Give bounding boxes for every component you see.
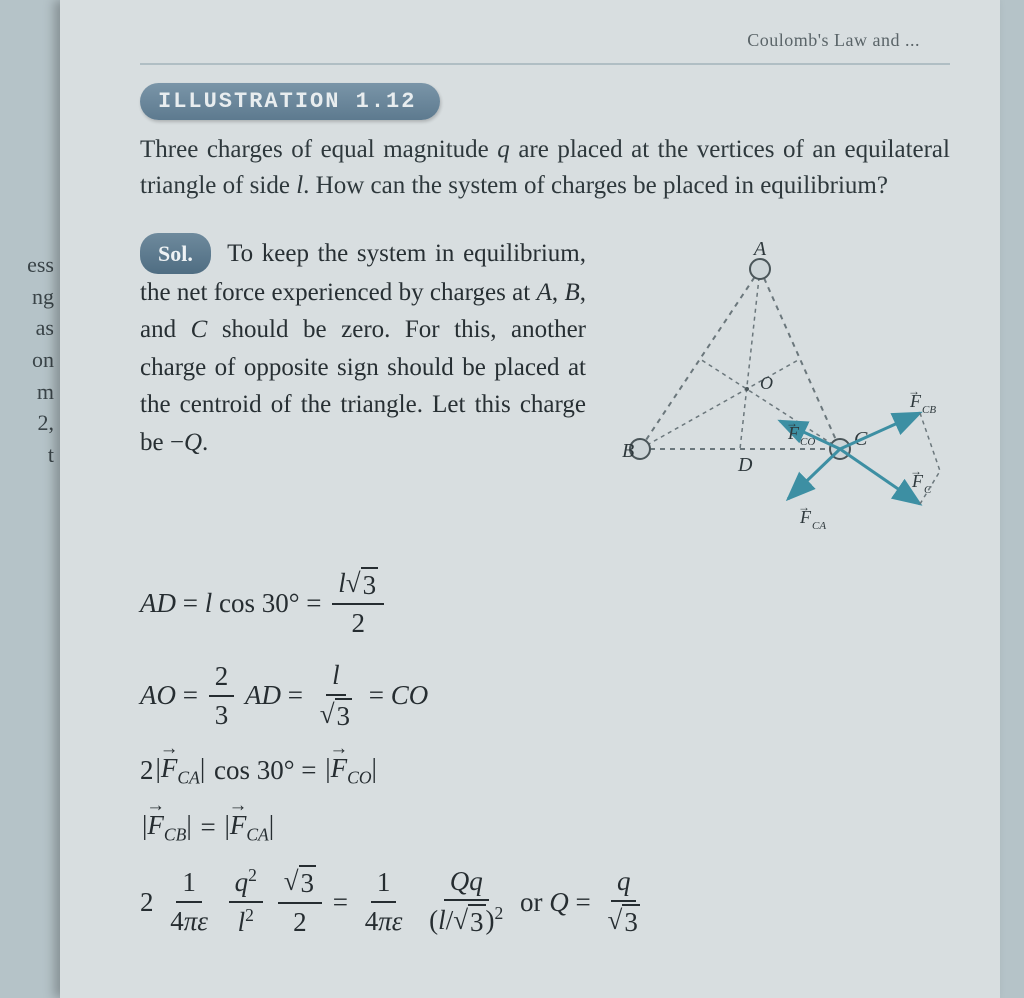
equation-force-equal: FCB = FCA — [140, 809, 950, 845]
solution-row: Sol. To keep the system in equilibrium, … — [140, 233, 950, 539]
problem-statement: Three charges of equal magnitude q are p… — [140, 132, 950, 205]
illustration-badge: ILLUSTRATION 1.12 — [140, 83, 440, 120]
left-margin-cut-text: ess ng as on m 2, t — [8, 250, 54, 472]
margin-line: ess — [8, 250, 54, 280]
svg-text:CO: CO — [800, 436, 815, 448]
equation-final: 2 14πε q2l2 √32 = 14πε Qq(l/√3)2 or Q = … — [140, 865, 950, 939]
equation-AD: AD = l cos 30° = l√3 2 — [140, 567, 950, 640]
eq-lhs: AO — [140, 679, 176, 711]
svg-text:A: A — [752, 239, 767, 260]
margin-line: on — [8, 345, 54, 375]
fraction: l√3 2 — [332, 567, 384, 640]
equations-block: AD = l cos 30° = l√3 2 AO = 23 AD = l√3 … — [140, 567, 950, 939]
svg-text:CB: CB — [922, 404, 936, 416]
page-header-cut: Coulomb's Law and ... — [140, 30, 950, 51]
eq-lhs: AD — [140, 587, 176, 619]
margin-line: m — [8, 377, 54, 407]
header-rule — [140, 63, 950, 65]
svg-text:D: D — [737, 454, 753, 476]
margin-line: 2, — [8, 408, 54, 438]
equation-force-cos: 2 FCA cos 30° = FCO — [140, 752, 950, 788]
svg-text:B: B — [622, 440, 634, 462]
svg-text:→: → — [908, 384, 920, 398]
equation-AO: AO = 23 AD = l√3 = CO — [140, 659, 950, 732]
margin-line: t — [8, 440, 54, 470]
solution-badge: Sol. — [140, 233, 211, 274]
margin-line: as — [8, 313, 54, 343]
margin-line: ng — [8, 282, 54, 312]
svg-text:→: → — [910, 464, 922, 478]
svg-text:→: → — [786, 416, 798, 430]
svg-text:CA: CA — [812, 520, 826, 532]
triangle-diagram: O A B C D FCO FCB — [610, 239, 950, 539]
svg-text:C: C — [924, 484, 932, 496]
svg-text:O: O — [760, 373, 773, 393]
textbook-page: Coulomb's Law and ... ILLUSTRATION 1.12 … — [60, 0, 1000, 998]
solution-text: Sol. To keep the system in equilibrium, … — [140, 233, 586, 462]
svg-text:→: → — [798, 500, 810, 514]
